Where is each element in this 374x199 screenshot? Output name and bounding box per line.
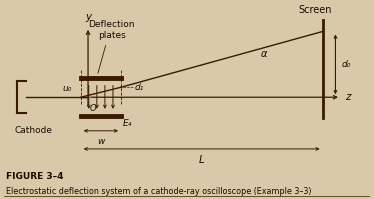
- Text: z: z: [344, 92, 350, 102]
- Text: Deflection
plates: Deflection plates: [89, 20, 135, 40]
- Text: u₀: u₀: [62, 84, 71, 93]
- Text: L: L: [199, 155, 205, 165]
- Text: α: α: [261, 50, 267, 60]
- Text: Screen: Screen: [298, 5, 332, 15]
- Text: y: y: [85, 12, 91, 22]
- Text: Electrostatic deflection system of a cathode-ray oscilloscope (Example 3–3): Electrostatic deflection system of a cat…: [6, 187, 311, 196]
- Text: E₄: E₄: [123, 119, 132, 128]
- Text: Cathode: Cathode: [15, 126, 53, 135]
- Text: FIGURE 3–4: FIGURE 3–4: [6, 172, 63, 181]
- Text: w: w: [97, 137, 105, 146]
- Text: d₀: d₀: [342, 60, 352, 69]
- Text: O: O: [90, 104, 96, 113]
- Text: d₁: d₁: [135, 83, 144, 92]
